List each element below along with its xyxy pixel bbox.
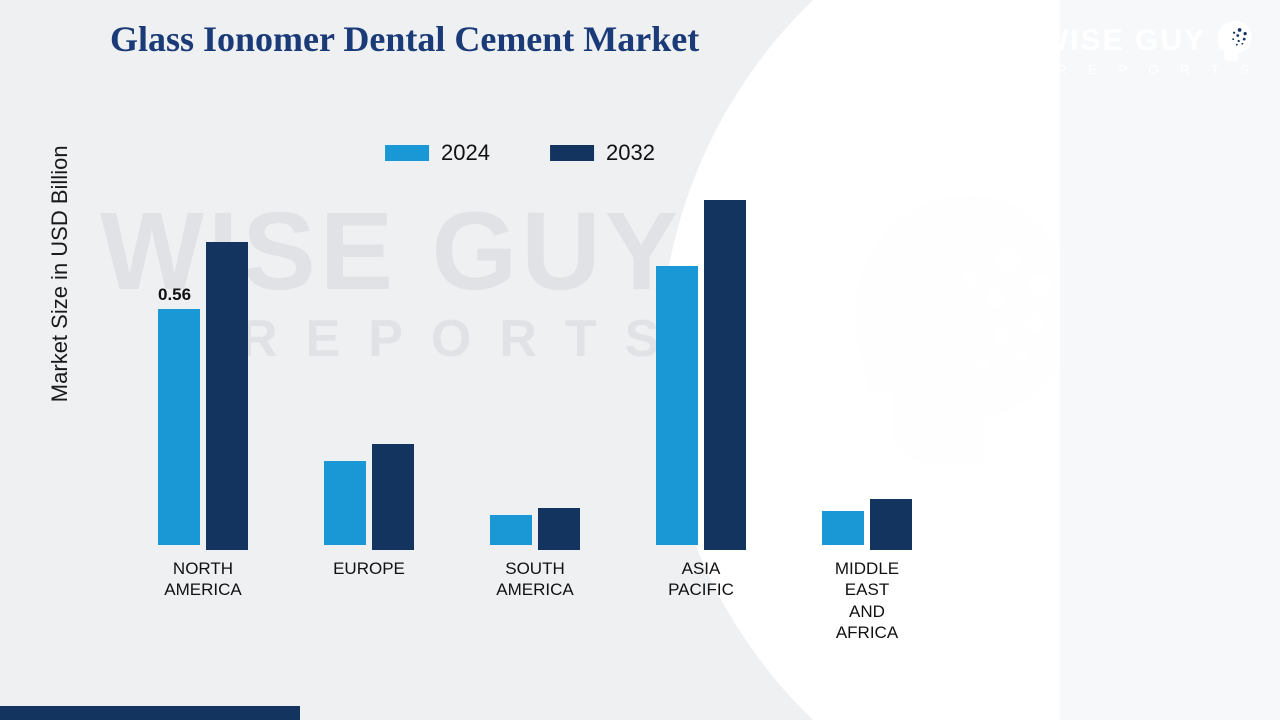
bar-2032 (704, 200, 746, 550)
logo-head-icon (1212, 18, 1258, 64)
logo-text-1: WISE GUY (1040, 24, 1206, 58)
plot-area: 0.56NORTHAMERICA EUROPE SOUTHAMERICA ASIAPA… (120, 170, 950, 550)
category-label: ASIAPACIFIC (631, 558, 771, 601)
category-label: EUROPE (299, 558, 439, 579)
legend: 2024 2032 (385, 140, 655, 166)
bar-2024 (822, 511, 864, 545)
bar-value-label: 0.56 (158, 285, 218, 305)
bar-2024 (324, 461, 366, 545)
bar-group: ASIAPACIFIC (656, 200, 746, 550)
bar-2032 (372, 444, 414, 550)
bar-2032 (538, 508, 580, 550)
canvas: WISE GUY REPORTS WISE GUY R E P O R T S … (0, 0, 1280, 720)
legend-item-2032: 2032 (550, 140, 655, 166)
category-label: NORTHAMERICA (133, 558, 273, 601)
legend-swatch-2032 (550, 145, 594, 161)
legend-label-2032: 2032 (606, 140, 655, 166)
bar-group: EUROPE (324, 444, 414, 550)
chart: Market Size in USD Billion 2024 2032 0.5… (60, 140, 980, 680)
category-label: MIDDLEEASTANDAFRICA (797, 558, 937, 643)
bar-2032 (870, 499, 912, 550)
footer-accent-bar (0, 706, 300, 720)
bar-group: MIDDLEEASTANDAFRICA (822, 499, 912, 550)
legend-item-2024: 2024 (385, 140, 490, 166)
chart-title: Glass Ionomer Dental Cement Market (110, 18, 699, 60)
bar-group: SOUTHAMERICA (490, 508, 580, 550)
category-label: SOUTHAMERICA (465, 558, 605, 601)
y-axis-label: Market Size in USD Billion (47, 145, 73, 402)
logo-text-2: R E P O R T S (1040, 62, 1258, 77)
bar-2024 (490, 515, 532, 545)
legend-label-2024: 2024 (441, 140, 490, 166)
bar-2024 (158, 309, 200, 545)
legend-swatch-2024 (385, 145, 429, 161)
bar-2024 (656, 266, 698, 545)
logo: WISE GUY R E P O R T S (1040, 18, 1258, 77)
bar-group: 0.56NORTHAMERICA (158, 242, 248, 550)
